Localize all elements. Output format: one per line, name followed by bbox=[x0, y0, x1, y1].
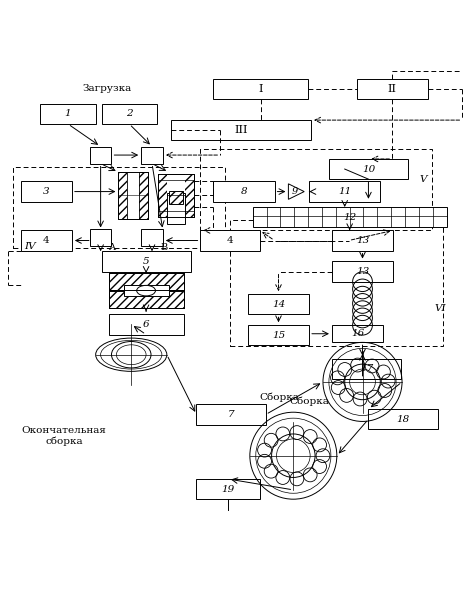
Bar bbox=[213, 182, 274, 201]
Bar bbox=[201, 149, 432, 230]
Bar bbox=[171, 120, 311, 140]
Text: 14: 14 bbox=[272, 300, 285, 309]
Bar bbox=[169, 191, 183, 204]
Text: 9: 9 bbox=[291, 187, 298, 196]
Bar bbox=[158, 174, 167, 217]
Text: 11: 11 bbox=[338, 187, 351, 196]
Text: 3: 3 bbox=[43, 187, 50, 196]
Bar bbox=[101, 251, 191, 271]
Text: A: A bbox=[108, 243, 115, 252]
Text: 13: 13 bbox=[356, 236, 369, 245]
Text: 1: 1 bbox=[64, 109, 71, 118]
Bar bbox=[101, 104, 157, 124]
Bar bbox=[90, 147, 111, 163]
Bar bbox=[213, 79, 308, 99]
Bar bbox=[201, 230, 260, 251]
Text: V: V bbox=[420, 175, 428, 185]
Bar bbox=[309, 182, 380, 201]
Text: 6: 6 bbox=[143, 320, 149, 329]
Text: Загрузка: Загрузка bbox=[83, 84, 132, 93]
Bar bbox=[253, 207, 447, 227]
Ellipse shape bbox=[137, 285, 155, 296]
Bar bbox=[40, 104, 96, 124]
Text: 19: 19 bbox=[221, 485, 235, 494]
Text: VI: VI bbox=[435, 303, 447, 312]
Bar bbox=[332, 359, 401, 379]
Bar bbox=[158, 174, 193, 217]
Bar bbox=[329, 159, 408, 179]
Bar bbox=[158, 174, 193, 217]
Bar bbox=[230, 220, 443, 346]
Bar bbox=[167, 194, 184, 224]
Text: 8: 8 bbox=[241, 187, 247, 196]
Text: IV: IV bbox=[25, 242, 36, 251]
Text: II: II bbox=[388, 84, 397, 94]
Text: 16: 16 bbox=[351, 329, 364, 338]
Text: Сборка: Сборка bbox=[260, 393, 300, 402]
Bar bbox=[141, 147, 163, 163]
Text: 2: 2 bbox=[126, 109, 133, 118]
Bar bbox=[13, 166, 225, 248]
Bar bbox=[109, 273, 183, 290]
Text: 15: 15 bbox=[272, 331, 285, 340]
Bar bbox=[109, 273, 183, 308]
Bar bbox=[128, 172, 139, 219]
Bar bbox=[118, 172, 148, 219]
Text: I: I bbox=[258, 84, 263, 94]
Bar bbox=[332, 230, 393, 251]
Text: 12: 12 bbox=[343, 213, 356, 222]
Text: 4: 4 bbox=[227, 236, 233, 245]
Bar bbox=[248, 325, 309, 346]
Text: 7: 7 bbox=[228, 410, 234, 419]
Text: Окончательная
сборка: Окончательная сборка bbox=[22, 426, 107, 446]
Bar bbox=[118, 172, 148, 219]
Bar bbox=[356, 79, 428, 99]
Text: 17: 17 bbox=[360, 364, 373, 373]
Text: 13: 13 bbox=[356, 267, 369, 276]
Bar bbox=[90, 229, 111, 246]
Text: 18: 18 bbox=[396, 415, 410, 424]
Text: B: B bbox=[160, 243, 167, 252]
Bar bbox=[197, 479, 260, 499]
Text: Сборка: Сборка bbox=[290, 397, 329, 406]
Bar bbox=[248, 294, 309, 314]
Bar bbox=[109, 291, 183, 308]
Text: 5: 5 bbox=[143, 257, 149, 266]
Text: III: III bbox=[234, 125, 248, 135]
Bar bbox=[184, 174, 193, 217]
Text: 10: 10 bbox=[362, 165, 375, 174]
Text: 4: 4 bbox=[43, 236, 50, 245]
Bar bbox=[197, 405, 265, 425]
Bar bbox=[124, 285, 169, 296]
Bar bbox=[332, 325, 383, 343]
Bar bbox=[332, 262, 393, 282]
Bar bbox=[141, 229, 163, 246]
Bar bbox=[20, 182, 72, 201]
Bar bbox=[20, 230, 72, 251]
Bar bbox=[368, 409, 438, 429]
Bar bbox=[109, 314, 183, 335]
